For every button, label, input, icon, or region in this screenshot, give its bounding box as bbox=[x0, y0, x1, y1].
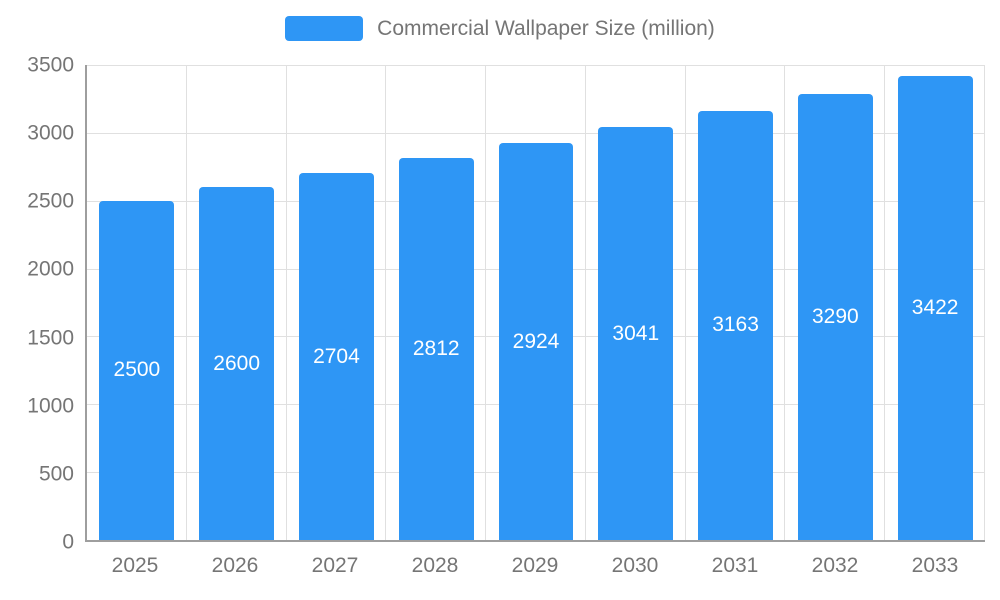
bar-value-label: 2704 bbox=[313, 344, 360, 368]
x-tick-label: 2026 bbox=[211, 554, 259, 577]
x-tick-label: 2033 bbox=[911, 554, 959, 577]
v-gridline bbox=[984, 65, 985, 540]
plot-area: 2500 2600 2704 2812 2924 3041 3163 3290 3422 bbox=[85, 65, 985, 542]
bar-2028: 2812 bbox=[398, 158, 474, 540]
bar-2029: 2924 bbox=[498, 143, 574, 540]
y-tick-label: 3500 bbox=[27, 53, 74, 77]
y-tick-label: 2000 bbox=[27, 257, 74, 281]
bar-2027: 2704 bbox=[299, 173, 374, 540]
x-tick-label: 2028 bbox=[411, 554, 459, 577]
bar-cell: 2500 bbox=[87, 65, 187, 540]
v-gridline bbox=[684, 65, 686, 540]
v-gridline bbox=[485, 65, 487, 540]
x-tick-label: 2029 bbox=[511, 554, 559, 577]
x-tick-label: 2025 bbox=[111, 554, 159, 577]
legend-swatch[interactable] bbox=[285, 16, 364, 41]
bar-2033: 3422 bbox=[897, 75, 973, 540]
bar-2026: 2600 bbox=[199, 187, 275, 540]
bar-value-label: 2500 bbox=[113, 358, 161, 382]
bars-layer: 2500 2600 2704 2812 2924 3041 3163 3290 3422 bbox=[87, 65, 985, 540]
h-gridline bbox=[87, 65, 985, 66]
y-tick-label: 0 bbox=[62, 530, 74, 554]
bar-cell: 3422 bbox=[885, 65, 985, 540]
v-gridline bbox=[884, 65, 886, 540]
bar-value-label: 3163 bbox=[712, 313, 759, 337]
x-tick-label: 2030 bbox=[611, 554, 659, 577]
y-tick-label: 3000 bbox=[27, 121, 74, 145]
x-tick-label: 2032 bbox=[811, 554, 859, 577]
v-gridline bbox=[185, 65, 187, 540]
v-gridline bbox=[784, 65, 786, 540]
v-gridline bbox=[385, 65, 387, 540]
v-gridline bbox=[584, 65, 586, 540]
bar-cell: 3041 bbox=[586, 65, 686, 540]
y-tick-label: 1000 bbox=[27, 394, 74, 418]
x-tick-label: 2031 bbox=[711, 554, 759, 577]
v-gridline bbox=[285, 65, 287, 540]
bar-value-label: 3041 bbox=[612, 321, 660, 345]
bar-cell: 2704 bbox=[287, 65, 387, 540]
bar-value-label: 2600 bbox=[213, 351, 261, 375]
bar-cell: 2812 bbox=[386, 65, 486, 540]
bar-cell: 2924 bbox=[486, 65, 586, 540]
bar-value-label: 2924 bbox=[512, 329, 560, 353]
bar-2031: 3163 bbox=[698, 110, 773, 540]
bar-cell: 2600 bbox=[187, 65, 287, 540]
x-tick-label: 2027 bbox=[311, 554, 359, 577]
chart-legend: Commercial Wallpaper Size (million) bbox=[0, 16, 1000, 41]
bar-value-label: 3422 bbox=[911, 295, 959, 319]
bar-value-label: 3290 bbox=[811, 304, 859, 328]
y-axis: 0 500 1000 1500 2000 2500 3000 3500 bbox=[0, 55, 74, 553]
h-gridline bbox=[87, 132, 985, 134]
y-tick-label: 2500 bbox=[27, 189, 74, 213]
legend-label[interactable]: Commercial Wallpaper Size (million) bbox=[377, 16, 715, 40]
bar-cell: 3290 bbox=[785, 65, 885, 540]
bar-cell: 3163 bbox=[686, 65, 786, 540]
y-tick-label: 500 bbox=[38, 462, 74, 486]
x-axis: 2025 2026 2027 2028 2029 2030 2031 2032 2033 bbox=[85, 554, 985, 578]
y-tick-label: 1500 bbox=[27, 326, 74, 350]
bar-2025: 2500 bbox=[99, 200, 175, 540]
bar-2032: 3290 bbox=[797, 93, 873, 540]
bar-2030: 3041 bbox=[598, 127, 674, 540]
bar-value-label: 2812 bbox=[412, 337, 460, 361]
